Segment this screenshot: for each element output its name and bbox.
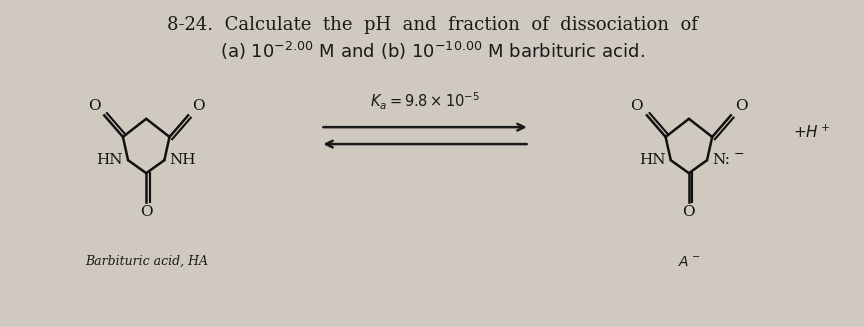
Text: O: O [192,99,205,113]
Text: −: − [734,148,745,161]
Text: $A^-$: $A^-$ [678,255,700,268]
Text: O: O [683,205,696,219]
Text: HN: HN [639,153,666,167]
Text: O: O [631,99,643,113]
Text: N:: N: [712,153,730,167]
Text: NH: NH [169,153,196,167]
Text: HN: HN [97,153,123,167]
Text: $+ H^+$: $+ H^+$ [793,124,830,141]
Text: 8-24.  Calculate  the  pH  and  fraction  of  dissociation  of: 8-24. Calculate the pH and fraction of d… [167,16,697,34]
Text: O: O [87,99,100,113]
Text: O: O [735,99,747,113]
Text: Barbituric acid, HA: Barbituric acid, HA [85,255,207,267]
Text: $\mathrm{(a)\ 10^{-2.00}\ M\ and\ (b)\ 10^{-10.00}\ M\ barbituric\ acid.}$: $\mathrm{(a)\ 10^{-2.00}\ M\ and\ (b)\ 1… [219,40,645,61]
Text: $K_a = 9.8 \times 10^{-5}$: $K_a = 9.8 \times 10^{-5}$ [370,91,480,112]
Text: O: O [140,205,153,219]
